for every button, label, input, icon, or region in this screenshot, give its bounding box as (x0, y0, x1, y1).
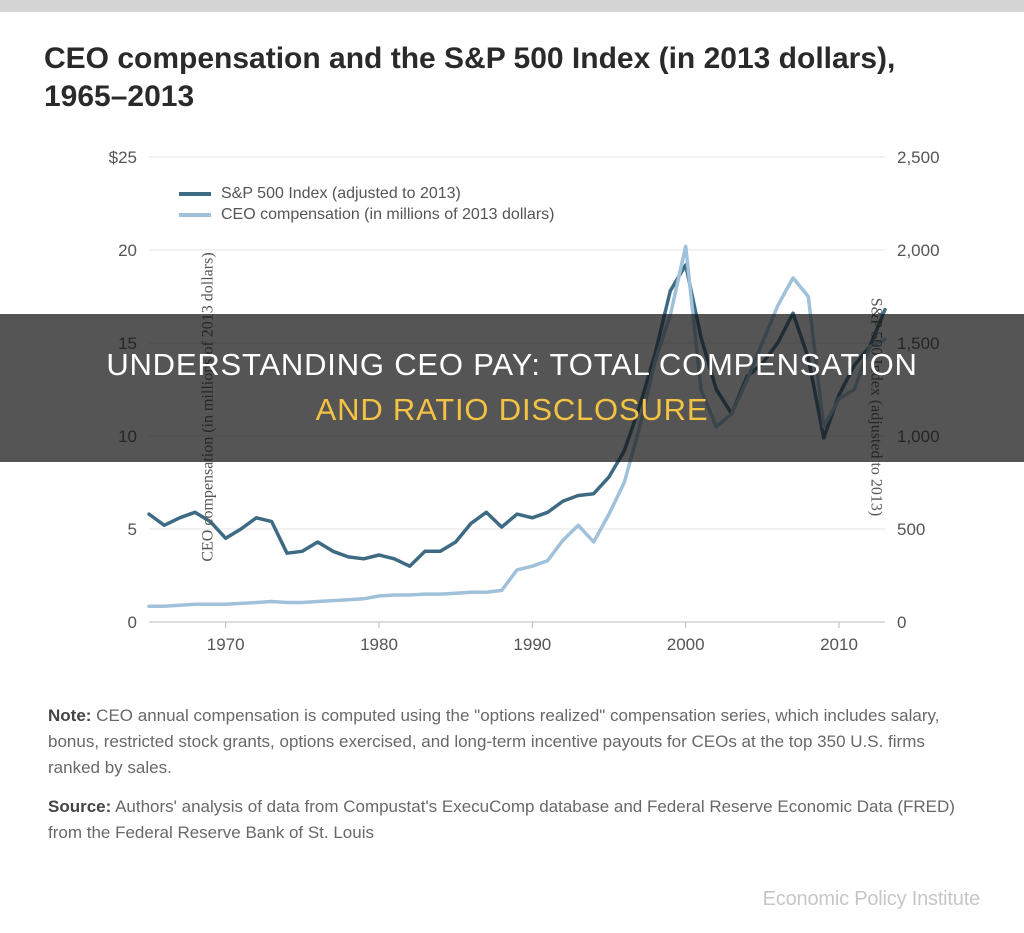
footnotes: Note: CEO annual compensation is compute… (0, 677, 1024, 846)
svg-text:500: 500 (897, 520, 925, 539)
legend: S&P 500 Index (adjusted to 2013) CEO com… (179, 185, 554, 227)
svg-text:0: 0 (897, 613, 906, 632)
svg-text:1980: 1980 (360, 635, 398, 654)
svg-text:2,500: 2,500 (897, 148, 940, 167)
overlay-banner: UNDERSTANDING CEO PAY: TOTAL COMPENSATIO… (0, 314, 1024, 462)
svg-text:0: 0 (128, 613, 137, 632)
svg-text:2,000: 2,000 (897, 241, 940, 260)
attribution: Economic Policy Institute (763, 888, 980, 911)
svg-text:20: 20 (118, 241, 137, 260)
svg-text:1970: 1970 (207, 635, 245, 654)
note-text: CEO annual compensation is computed usin… (48, 706, 940, 777)
svg-text:$25: $25 (109, 148, 137, 167)
legend-item-ceo: CEO compensation (in millions of 2013 do… (179, 206, 554, 224)
svg-text:2000: 2000 (667, 635, 705, 654)
source-paragraph: Source: Authors' analysis of data from C… (48, 794, 976, 846)
legend-item-sp500: S&P 500 Index (adjusted to 2013) (179, 185, 554, 203)
overlay-line1: UNDERSTANDING CEO PAY: TOTAL COMPENSATIO… (106, 347, 917, 382)
top-bar (0, 0, 1024, 12)
legend-label: S&P 500 Index (adjusted to 2013) (221, 185, 461, 203)
note-label: Note: (48, 706, 91, 725)
svg-text:2010: 2010 (820, 635, 858, 654)
note-paragraph: Note: CEO annual compensation is compute… (48, 703, 976, 780)
source-label: Source: (48, 797, 111, 816)
legend-swatch (179, 192, 211, 196)
overlay-line2: AND RATIO DISCLOSURE (316, 392, 709, 427)
svg-text:5: 5 (128, 520, 137, 539)
svg-text:1990: 1990 (513, 635, 551, 654)
chart-title: CEO compensation and the S&P 500 Index (… (44, 40, 980, 115)
legend-label: CEO compensation (in millions of 2013 do… (221, 206, 554, 224)
legend-swatch (179, 213, 211, 217)
source-text: Authors' analysis of data from Compustat… (48, 797, 955, 842)
